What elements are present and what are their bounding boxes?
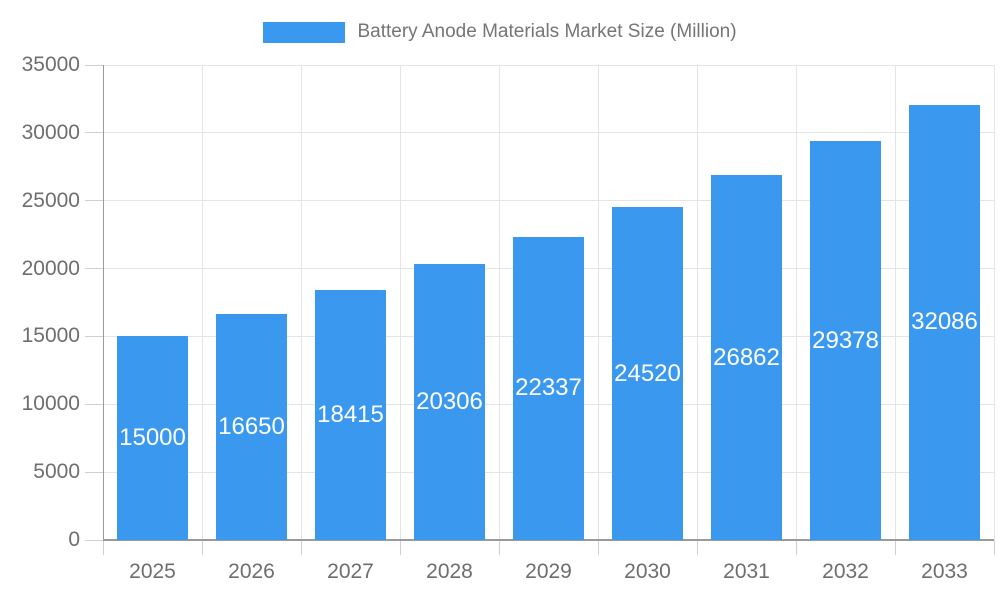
- bar-2032: 29378: [810, 141, 881, 540]
- bar-2028: 20306: [414, 264, 485, 540]
- bar-2029: 22337: [513, 236, 584, 540]
- y-axis-label: 30000: [21, 120, 80, 144]
- legend-item-market-size[interactable]: Battery Anode Materials Market Size (Mil…: [263, 21, 737, 43]
- bar-value-label-2031: 26862: [713, 343, 780, 371]
- y-axis-tick: [85, 64, 103, 66]
- y-axis-label: 10000: [21, 392, 80, 416]
- bar-2026: 16650: [216, 314, 287, 540]
- x-axis-label-2030: 2030: [624, 560, 671, 583]
- bar-2025: 15000: [117, 336, 188, 540]
- y-gridline: [103, 132, 994, 134]
- x-gridline: [993, 65, 995, 540]
- legend-color-swatch: [263, 21, 346, 43]
- y-axis-label: 15000: [21, 324, 80, 348]
- y-axis-tick: [85, 539, 103, 541]
- x-gridline: [201, 65, 203, 540]
- x-gridline: [399, 65, 401, 540]
- bar-value-label-2027: 18415: [317, 401, 384, 429]
- x-gridline: [597, 65, 599, 540]
- x-axis-label-2028: 2028: [426, 560, 473, 583]
- x-axis-tick: [894, 540, 896, 555]
- x-axis-tick: [696, 540, 698, 555]
- x-axis-label-2027: 2027: [327, 560, 374, 583]
- plot-area: 0 5000 10000 15000 20000 25000 30000 35000 15000…: [22, 53, 995, 583]
- bar-2031: 26862: [711, 175, 782, 540]
- x-axis-line: [103, 539, 994, 541]
- x-gridline: [300, 65, 302, 540]
- y-axis-tick: [85, 200, 103, 202]
- chart-legend: Battery Anode Materials Market Size (Mil…: [0, 20, 1000, 44]
- x-axis-tick: [498, 540, 500, 555]
- y-gridline: [103, 64, 994, 66]
- x-axis-label-2033: 2033: [921, 560, 968, 583]
- y-axis-tick: [85, 403, 103, 405]
- x-axis-label-2026: 2026: [228, 560, 275, 583]
- y-axis-label: 0: [68, 528, 80, 551]
- bar-2030: 24520: [612, 207, 683, 540]
- y-gridline: [103, 200, 994, 202]
- x-gridline: [696, 65, 698, 540]
- bar-value-label-2025: 15000: [119, 424, 186, 452]
- x-axis-label-2029: 2029: [525, 560, 572, 583]
- y-axis-tick: [85, 335, 103, 337]
- bar-2033: 32086: [909, 104, 980, 540]
- x-axis-tick: [201, 540, 203, 555]
- x-axis-tick: [300, 540, 302, 555]
- y-axis-label: 25000: [21, 188, 80, 212]
- y-axis-tick: [85, 132, 103, 134]
- bar-2027: 18415: [315, 290, 386, 540]
- x-axis-tick: [597, 540, 599, 555]
- x-axis-label-2031: 2031: [723, 560, 770, 583]
- x-axis-tick: [102, 540, 104, 555]
- bar-value-label-2033: 32086: [911, 308, 978, 336]
- y-axis-label: 35000: [21, 53, 80, 76]
- x-axis-tick: [795, 540, 797, 555]
- legend-label: Battery Anode Materials Market Size (Mil…: [357, 21, 737, 42]
- x-axis-tick: [399, 540, 401, 555]
- bar-value-label-2026: 16650: [218, 413, 285, 441]
- y-axis-label: 5000: [33, 460, 80, 484]
- y-axis-line: [103, 65, 104, 540]
- bar-value-label-2032: 29378: [812, 326, 879, 354]
- x-gridline: [498, 65, 500, 540]
- x-gridline: [795, 65, 797, 540]
- bar-value-label-2030: 24520: [614, 359, 681, 387]
- bar-value-label-2029: 22337: [515, 374, 582, 402]
- x-gridline: [894, 65, 896, 540]
- y-axis-tick: [85, 471, 103, 473]
- x-axis-tick: [993, 540, 995, 555]
- bar-value-label-2028: 20306: [416, 388, 483, 416]
- y-axis-tick: [85, 268, 103, 270]
- x-axis-label-2025: 2025: [129, 560, 176, 583]
- x-axis-label-2032: 2032: [822, 560, 869, 583]
- y-axis-label: 20000: [21, 256, 80, 280]
